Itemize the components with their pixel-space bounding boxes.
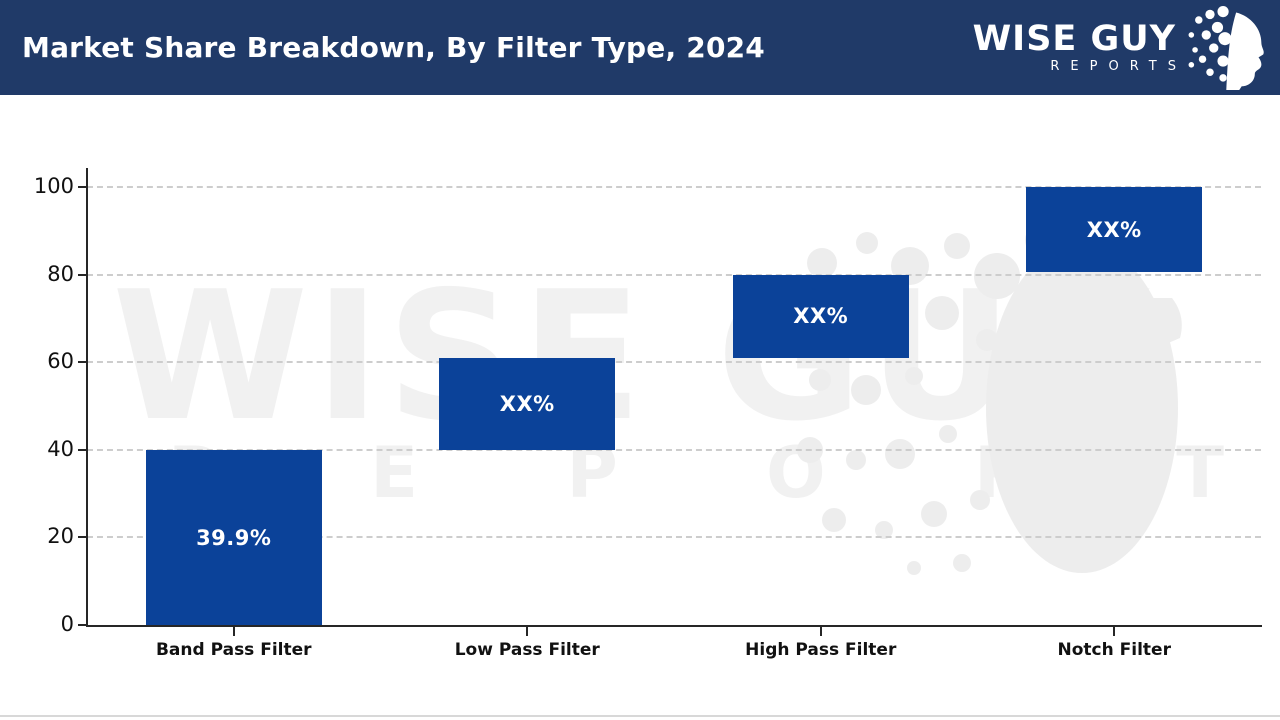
y-tick-mark xyxy=(78,361,87,364)
bar-value-label: 39.9% xyxy=(196,525,272,550)
bar-segment: 39.9% xyxy=(145,450,322,625)
y-axis-label: 80 xyxy=(47,261,74,286)
bar-value-label: XX% xyxy=(793,304,849,329)
bar-value-label: XX% xyxy=(1086,217,1142,242)
x-tick-mark xyxy=(232,627,235,636)
bar-segment: XX% xyxy=(439,357,616,450)
header-bar: Market Share Breakdown, By Filter Type, … xyxy=(0,0,1280,95)
y-axis-label: 0 xyxy=(60,612,74,636)
chart-title: Market Share Breakdown, By Filter Type, … xyxy=(22,31,765,64)
bar-value-label: XX% xyxy=(499,391,555,416)
x-axis-label: High Pass Filter xyxy=(745,640,897,660)
y-axis-label: 60 xyxy=(47,349,74,374)
logo-wordmark: WISE GUY xyxy=(972,19,1176,59)
y-axis-spine xyxy=(86,168,88,627)
x-axis-label: Low Pass Filter xyxy=(454,640,600,660)
x-tick-mark xyxy=(526,627,529,636)
logo-head-icon xyxy=(1188,5,1264,90)
x-tick-mark xyxy=(1113,627,1116,636)
y-tick-mark xyxy=(78,186,87,188)
y-axis-label: 100 xyxy=(33,174,74,198)
x-axis-label: Band Pass Filter xyxy=(155,640,312,660)
logo-reports-text: REPORTS xyxy=(1050,59,1187,74)
y-tick-mark xyxy=(78,536,87,539)
y-axis-label: 20 xyxy=(47,524,74,549)
y-tick-mark xyxy=(78,624,87,626)
y-tick-mark xyxy=(78,273,87,276)
x-axis-label: Notch Filter xyxy=(1057,640,1171,660)
gridline xyxy=(87,273,1261,276)
gridline xyxy=(87,536,1261,539)
y-axis-label: 40 xyxy=(47,436,74,461)
bottom-divider xyxy=(0,715,1280,717)
bar-segment: XX% xyxy=(1026,187,1203,273)
y-tick-mark xyxy=(78,448,87,451)
gridline xyxy=(87,186,1261,188)
watermark-wordmark: WISE GUY xyxy=(112,253,1154,460)
x-tick-mark xyxy=(819,627,822,636)
wiseguy-logo: WISE GUY REPORTS xyxy=(972,5,1280,90)
bar-segment: XX% xyxy=(732,274,909,358)
x-axis-spine xyxy=(86,625,1262,627)
gridline xyxy=(87,448,1261,451)
gridline xyxy=(87,361,1261,364)
